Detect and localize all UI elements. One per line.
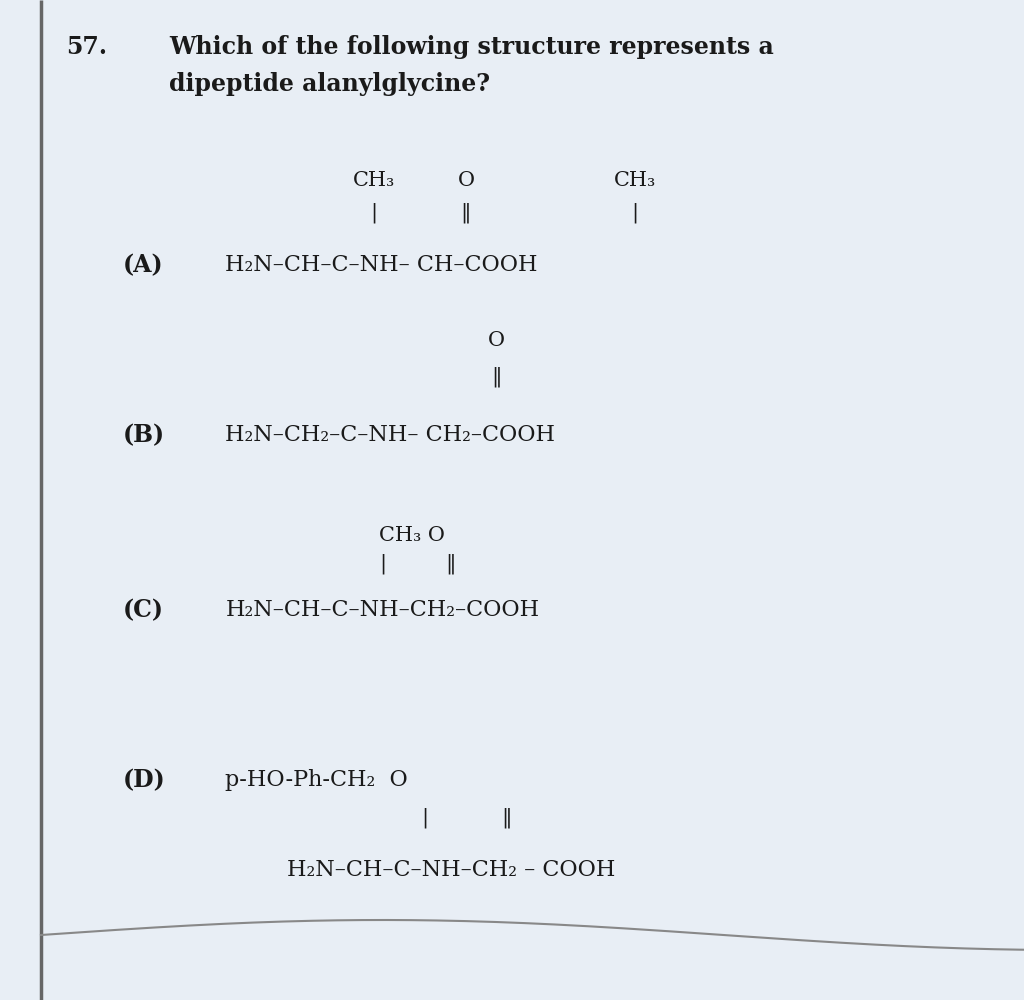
Text: 57.: 57. (67, 35, 108, 59)
Text: (A): (A) (123, 253, 164, 277)
Text: ‖: ‖ (492, 366, 502, 387)
Text: CH₃: CH₃ (613, 171, 656, 190)
Text: H₂N–CH–C–NH–CH₂ – COOH: H₂N–CH–C–NH–CH₂ – COOH (287, 859, 615, 881)
Text: ‖: ‖ (461, 202, 471, 223)
Text: O: O (458, 171, 474, 190)
Text: |: | (371, 202, 377, 223)
Text: |: | (632, 202, 638, 223)
Text: Which of the following structure represents a: Which of the following structure represe… (169, 35, 774, 59)
Text: H₂N–CH₂–C–NH– CH₂–COOH: H₂N–CH₂–C–NH– CH₂–COOH (225, 424, 555, 446)
Text: CH₃ O: CH₃ O (379, 526, 444, 545)
Text: H₂N–CH–C–NH– CH–COOH: H₂N–CH–C–NH– CH–COOH (225, 254, 538, 276)
Text: p-HO-Ph-CH₂  O: p-HO-Ph-CH₂ O (225, 769, 408, 791)
Text: (C): (C) (123, 598, 164, 622)
Text: ‖: ‖ (445, 554, 456, 574)
Text: (B): (B) (123, 423, 165, 447)
Text: CH₃: CH₃ (352, 171, 395, 190)
Text: |: | (380, 554, 386, 574)
Text: ‖: ‖ (502, 808, 512, 828)
Text: (D): (D) (123, 768, 166, 792)
Text: dipeptide alanylglycine?: dipeptide alanylglycine? (169, 72, 490, 96)
Text: O: O (488, 331, 505, 350)
Text: |: | (422, 808, 428, 828)
Text: H₂N–CH–C–NH–CH₂–COOH: H₂N–CH–C–NH–CH₂–COOH (225, 599, 540, 621)
